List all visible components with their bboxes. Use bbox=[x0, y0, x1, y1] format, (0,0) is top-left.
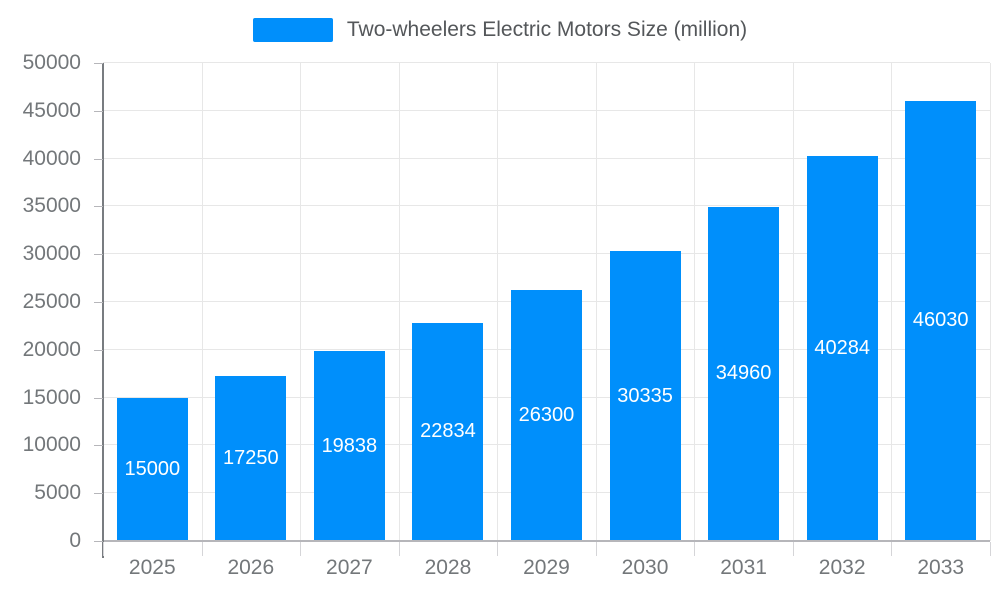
gridline-horizontal bbox=[103, 157, 990, 159]
gridline-horizontal bbox=[103, 253, 990, 255]
bar-2033[interactable]: 46030 bbox=[905, 100, 977, 541]
y-axis-tick bbox=[94, 350, 103, 351]
gridline-vertical bbox=[399, 63, 400, 541]
bar-2026[interactable]: 17250 bbox=[215, 376, 287, 541]
gridline-vertical bbox=[596, 63, 597, 541]
bar-value-label: 15000 bbox=[124, 457, 181, 480]
x-axis-tick bbox=[300, 542, 301, 556]
bar-2028[interactable]: 22834 bbox=[412, 322, 484, 541]
x-axis-tick-label: 2033 bbox=[917, 556, 965, 579]
y-axis-tick bbox=[94, 445, 103, 446]
y-axis-tick-label: 50000 bbox=[22, 51, 81, 74]
y-axis-tick-label: 10000 bbox=[22, 433, 81, 457]
bar-2032[interactable]: 40284 bbox=[806, 155, 878, 541]
y-axis-tick-label: 25000 bbox=[22, 290, 81, 313]
x-axis-tick bbox=[103, 542, 104, 556]
gridline-vertical bbox=[990, 63, 991, 541]
y-axis-tick bbox=[94, 159, 103, 160]
plot-area: 15000 17250 19838 22834 26300 30335 34960 40284… bbox=[102, 62, 991, 558]
x-axis-tick bbox=[596, 542, 597, 556]
y-axis-tick bbox=[94, 63, 103, 64]
y-axis-line bbox=[102, 63, 104, 558]
x-axis-tick-label: 2027 bbox=[326, 556, 373, 579]
gridline-vertical bbox=[793, 63, 794, 541]
bar-value-label: 40284 bbox=[814, 336, 870, 359]
y-axis-tick-label: 0 bbox=[69, 529, 81, 552]
x-axis-tick bbox=[497, 542, 498, 556]
gridline-vertical bbox=[300, 63, 301, 541]
x-axis-tick bbox=[990, 542, 991, 556]
bar-2029[interactable]: 26300 bbox=[511, 289, 582, 541]
y-axis-tick bbox=[94, 111, 103, 112]
legend-swatch-icon bbox=[252, 18, 333, 42]
bar-2025[interactable]: 15000 bbox=[116, 397, 188, 541]
y-axis-tick bbox=[94, 541, 103, 542]
legend-item[interactable]: Two-wheelers Electric Motors Size (milli… bbox=[252, 18, 748, 42]
y-axis-tick-label: 15000 bbox=[22, 385, 81, 409]
x-axis-tick bbox=[694, 542, 695, 556]
gridline-horizontal bbox=[103, 62, 990, 63]
y-axis-tick bbox=[94, 302, 103, 303]
y-axis-tick bbox=[94, 398, 103, 399]
bar-value-label: 46030 bbox=[912, 309, 969, 332]
bar-value-label: 19838 bbox=[321, 434, 378, 457]
legend-label: Two-wheelers Electric Motors Size (milli… bbox=[346, 18, 748, 41]
y-axis-tick bbox=[94, 254, 103, 255]
x-axis-tick-label: 2026 bbox=[227, 556, 275, 579]
y-axis-tick-label: 5000 bbox=[34, 481, 81, 505]
x-axis-tick bbox=[793, 542, 794, 556]
bar-value-label: 34960 bbox=[715, 362, 772, 385]
y-axis-tick bbox=[94, 206, 103, 207]
bar-value-label: 17250 bbox=[223, 447, 279, 470]
x-axis-tick-label: 2030 bbox=[621, 556, 669, 579]
y-axis-tick-label: 30000 bbox=[22, 242, 81, 266]
bar-2031[interactable]: 34960 bbox=[708, 206, 780, 541]
bar-value-label: 22834 bbox=[420, 420, 476, 443]
gridline-horizontal bbox=[103, 109, 990, 111]
gridline-vertical bbox=[202, 63, 203, 541]
chart-legend: Two-wheelers Electric Motors Size (milli… bbox=[0, 16, 1000, 44]
gridline-vertical bbox=[694, 63, 695, 541]
y-axis-tick-label: 40000 bbox=[22, 146, 81, 170]
x-axis-tick bbox=[891, 542, 892, 556]
bar-value-label: 30335 bbox=[617, 384, 673, 407]
x-axis-tick-label: 2025 bbox=[128, 556, 176, 579]
x-axis-line bbox=[103, 540, 990, 542]
y-axis-tick-label: 35000 bbox=[22, 194, 81, 218]
y-axis-tick bbox=[94, 493, 103, 494]
gridline-vertical bbox=[891, 63, 892, 541]
y-axis-tick-label: 20000 bbox=[22, 337, 81, 361]
bar-value-label: 26300 bbox=[518, 403, 575, 426]
x-axis-tick bbox=[399, 542, 400, 556]
bar-2027[interactable]: 19838 bbox=[313, 351, 385, 541]
x-axis-tick bbox=[202, 542, 203, 556]
x-axis-tick-label: 2028 bbox=[424, 556, 472, 579]
y-axis-tick-label: 45000 bbox=[22, 98, 81, 122]
bar-2030[interactable]: 30335 bbox=[609, 251, 681, 541]
x-axis-tick-label: 2032 bbox=[818, 556, 866, 579]
gridline-horizontal bbox=[103, 205, 990, 207]
x-axis-tick-label: 2031 bbox=[720, 556, 767, 579]
gridline-vertical bbox=[497, 63, 498, 541]
x-axis-tick-label: 2029 bbox=[523, 556, 570, 579]
